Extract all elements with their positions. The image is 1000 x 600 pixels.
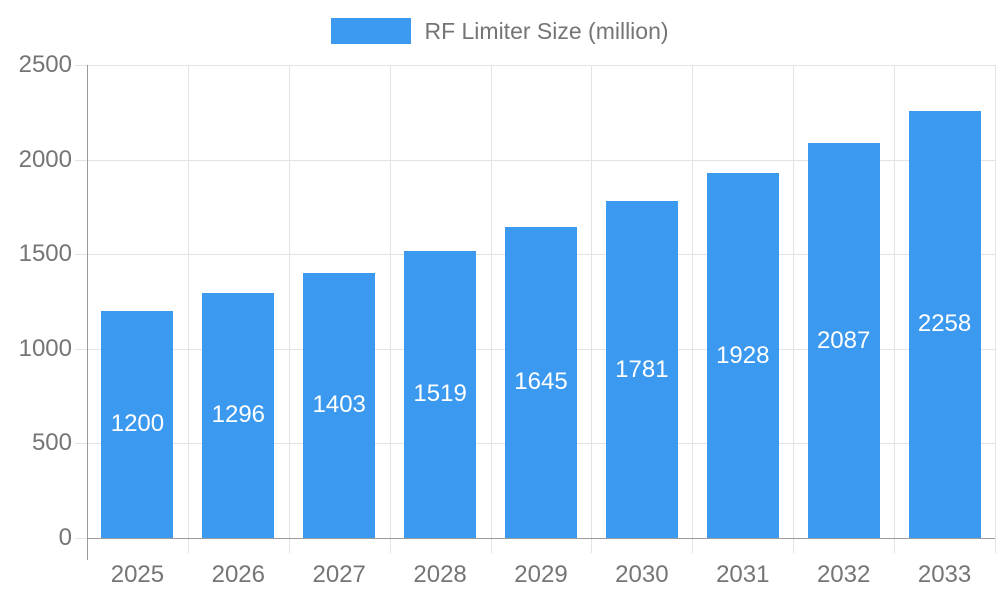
x-tick-label: 2032 [816, 561, 871, 588]
x-tick-label: 2026 [211, 561, 265, 588]
y-axis-line [87, 65, 88, 560]
gridline-horizontal [75, 159, 995, 161]
legend: RF Limiter Size (million) [0, 18, 1000, 44]
gridline-vertical [894, 65, 896, 553]
bar-value-label: 1403 [312, 391, 366, 419]
bar-2030[interactable]: 1781 [605, 201, 678, 538]
y-tick-label: 500 [31, 429, 72, 457]
bar-value-label: 1645 [514, 368, 568, 396]
gridline-vertical [591, 65, 593, 553]
x-tick-label: 2025 [110, 561, 165, 588]
x-axis-tick [75, 538, 87, 539]
gridline-vertical [187, 65, 189, 553]
gridline-vertical [995, 65, 996, 553]
x-tick-label: 2031 [716, 561, 770, 588]
gridline-vertical [288, 65, 290, 553]
gridline-vertical [793, 65, 795, 553]
x-axis-line [87, 538, 995, 539]
bar-2027[interactable]: 1403 [303, 272, 376, 538]
bar-value-label: 2258 [917, 310, 972, 338]
bar-2033[interactable]: 2258 [908, 110, 981, 538]
gridline-horizontal [75, 65, 995, 66]
bar-value-label: 1200 [110, 410, 165, 438]
bar-2029[interactable]: 1645 [505, 226, 577, 538]
y-tick-label: 0 [58, 524, 72, 551]
bar-value-label: 1928 [716, 341, 770, 369]
gridline-vertical [389, 65, 391, 553]
bar-value-label: 1296 [211, 401, 266, 429]
gridline-vertical [490, 65, 492, 553]
bar-2025[interactable]: 1200 [101, 310, 174, 538]
bar-value-label: 2087 [816, 326, 871, 354]
y-tick-label: 2000 [18, 145, 72, 173]
bar-value-label: 1781 [615, 355, 669, 383]
bar-2026[interactable]: 1296 [202, 292, 275, 538]
x-tick-label: 2033 [917, 561, 972, 588]
y-tick-label: 1500 [18, 240, 72, 268]
bar-value-label: 1519 [413, 380, 467, 408]
x-tick-label: 2027 [312, 561, 366, 588]
x-tick-label: 2030 [615, 561, 669, 588]
legend-item[interactable]: RF Limiter Size (million) [331, 18, 669, 44]
bar-2031[interactable]: 1928 [706, 173, 779, 538]
legend-label: RF Limiter Size (million) [424, 18, 669, 44]
bar-2032[interactable]: 2087 [807, 143, 880, 538]
legend-swatch-icon [331, 18, 412, 44]
gridline-vertical [692, 65, 694, 553]
x-tick-label: 2028 [413, 561, 467, 588]
y-tick-label: 2500 [18, 51, 72, 78]
x-tick-label: 2029 [514, 561, 568, 588]
y-tick-label: 1000 [18, 334, 72, 362]
bar-2028[interactable]: 1519 [404, 250, 477, 538]
